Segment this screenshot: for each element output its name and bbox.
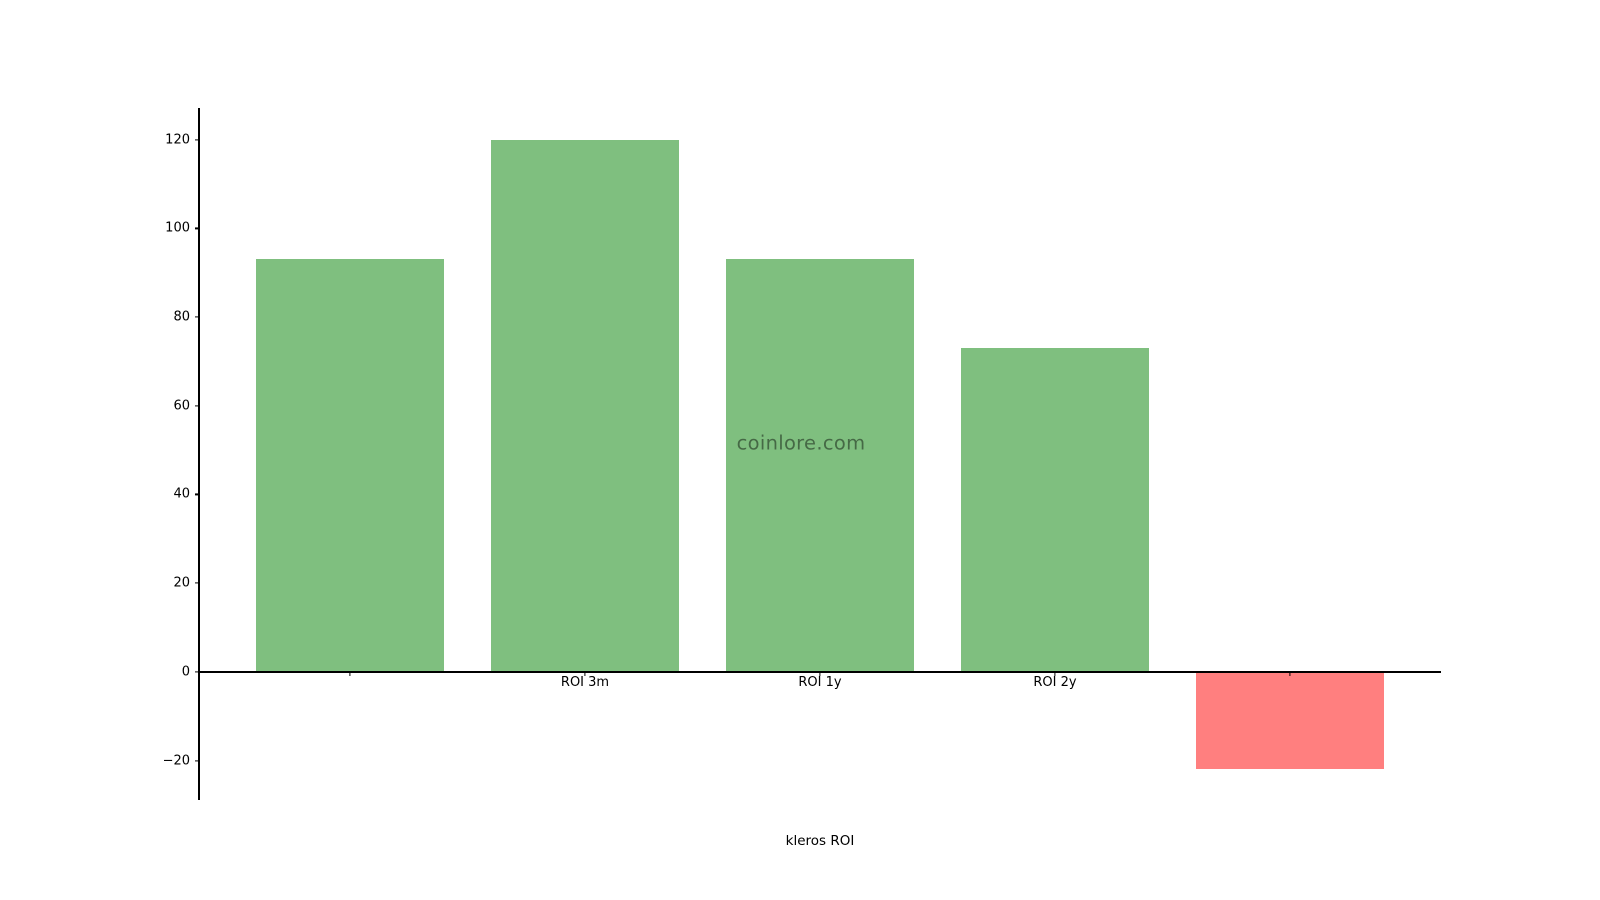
x-tick [1289,672,1291,676]
y-tick [195,405,199,407]
y-tick [195,582,199,584]
y-tick [195,316,199,318]
bar-roi-3m [491,139,679,672]
bar-roi-2y [961,348,1149,672]
y-tick [195,139,199,141]
y-tick-label: 20 [173,575,190,591]
y-tick-label: 0 [181,664,190,680]
y-tick-label: 120 [165,132,190,148]
y-tick-label: 100 [165,220,190,236]
x-tick-label: ROI 1y [798,674,842,690]
x-tick [1054,672,1056,676]
x-tick [819,672,821,676]
bar-unlabeled-4 [1196,671,1384,770]
x-tick [584,672,586,676]
y-tick [195,493,199,496]
x-tick-label: ROI 2y [1033,674,1077,690]
bar-unlabeled-0 [256,259,444,672]
y-tick [195,671,199,673]
y-tick-label: 60 [173,398,190,414]
y-tick-label: 40 [173,486,190,502]
x-tick [349,672,351,676]
x-axis-zero-line [198,671,1442,673]
y-axis-line [198,108,200,800]
y-tick [195,227,199,229]
watermark-text: coinlore.com [736,431,866,455]
y-tick-label: 80 [173,309,190,325]
x-tick-label: ROI 3m [560,674,610,690]
y-tick [195,760,199,762]
x-axis-title: kleros ROI [785,833,855,849]
bar-roi-1y [726,259,914,672]
y-tick-label: −20 [162,753,190,769]
